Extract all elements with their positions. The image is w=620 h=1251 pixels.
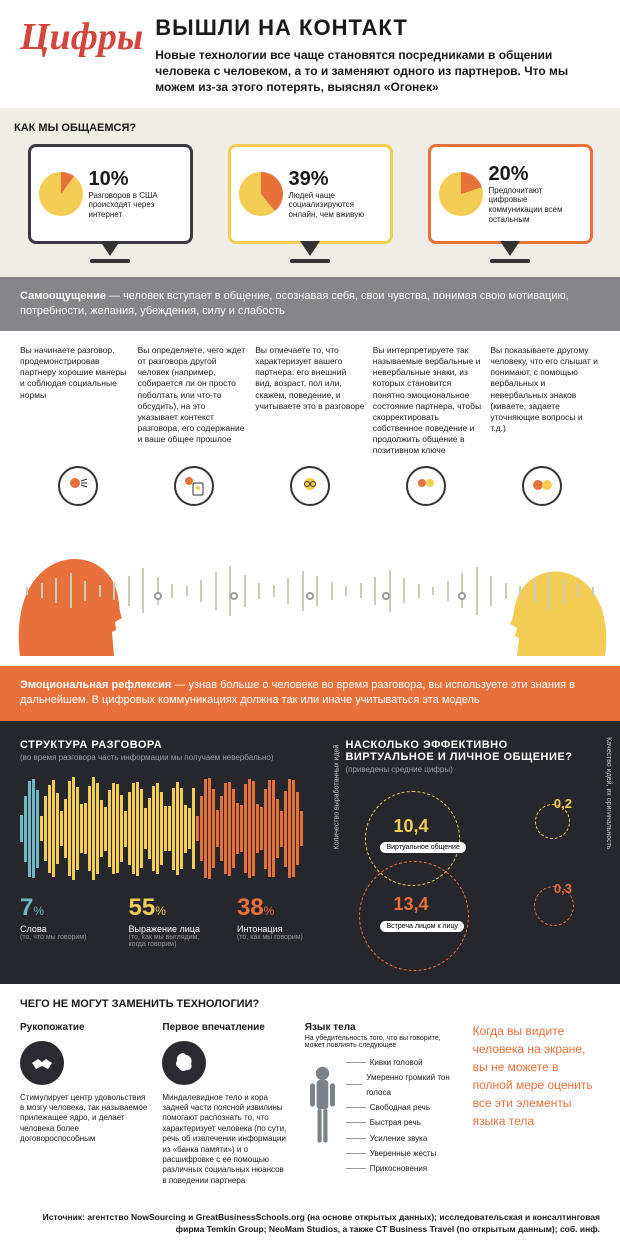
venn-num-1b: 0,2 [554,796,572,811]
body-item-0: Кивки головой [346,1055,458,1070]
section1-heading: КАК МЫ ОБЩАЕМСЯ? [14,122,606,134]
steps-row: Вы начинаете разговор, продемонстрировав… [20,331,600,455]
monitor-0: 10%Разговоров в США происходят через инт… [28,144,193,263]
venn-num-2b: 0,3 [554,881,572,896]
venn-ylabel-right: Качество идей, их оригинальность [605,737,612,849]
monitor-desc-0: Разговоров в США происходят через интерн… [89,191,182,220]
monitor-pct-0: 10% [89,168,182,191]
glasses-icon [290,466,330,506]
monitor-desc-2: Предпочитают цифровые коммуникации всем … [489,186,582,224]
effective-heading: НАСКОЛЬКО ЭФФЕКТИВНО ВИРТУАЛЬНОЕ И ЛИЧНО… [345,739,600,763]
step-2: Вы отмечаете то, что характеризует вашег… [255,345,365,455]
body-sub: На убедительность того, что вы говорите,… [305,1035,458,1049]
monitor-2: 20%Предпочитают цифровые коммуникации вс… [428,144,593,263]
monitor-pct-1: 39% [289,168,382,191]
venn-circle-2 [359,861,469,971]
brand-logo: Цифры [20,15,143,96]
handshake-title: Рукопожатие [20,1022,147,1033]
pie-chart-1 [239,172,283,216]
brain-icon [162,1041,206,1085]
venn-num-2: 13,4 [393,894,428,915]
lead-text: Новые технологии все чаще становятся пос… [155,47,600,96]
header: Цифры ВЫШЛИ НА КОНТАКТ Новые технологии … [20,15,600,96]
orangebar-reflection: Эмоциональная рефлексия — узнав больше о… [0,666,620,721]
monitor-desc-1: Людей чаще социализируются онлайн, чем в… [289,191,382,220]
stat-2: 38% Интонация(то, как мы говорим) [237,894,325,948]
body-title: Язык тела [305,1022,458,1033]
structure-sub: (во время разговора часть информации мы … [20,753,325,762]
impression-text: Миндалевидное тело и кора задней части п… [162,1093,289,1187]
monitor-pct-2: 20% [489,163,582,186]
section-cant-replace: ЧЕГО НЕ МОГУТ ЗАМЕНИТЬ ТЕХНОЛОГИИ? Рукоп… [20,984,600,1201]
venn-label-1: Виртуальное общение [380,842,465,853]
graybar-bold: Самоощущение [20,290,106,302]
graybar-self-awareness: Самоощущение — человек вступает в общени… [0,277,620,332]
body-item-1: Умеренно громкий тон голоса [346,1070,458,1100]
structure-heading: СТРУКТУРА РАЗГОВОРА [20,739,325,751]
body-item-4: Усиление звука [346,1131,458,1146]
pie-chart-0 [39,172,83,216]
body-figure-icon [305,1055,340,1175]
stat-0: 7% Слова(то, что мы говорим) [20,894,108,948]
venn-num-1: 10,4 [393,816,428,837]
pie-chart-2 [439,172,483,216]
venn-ylabel-left: Количество выработанных идей [334,744,341,849]
talking-heads [20,526,600,656]
two-people-icon [406,466,446,506]
dark-section: СТРУКТУРА РАЗГОВОРА (во время разговора … [0,721,620,984]
step-4: Вы показываете другому человеку, что его… [490,345,600,455]
orangebar-bold: Эмоциональная рефлексия [20,679,171,691]
phone-icon [174,466,214,506]
body-item-3: Быстрая речь [346,1115,458,1130]
handshake-text: Стимулирует центр удовольствия в мозгу ч… [20,1093,147,1145]
orange-callout: Когда вы видите человека на экране, вы н… [473,1022,600,1187]
wave-nodes [120,566,500,626]
source-text: Источник: агентство NowSourcing и GreatB… [20,1212,600,1236]
handshake-icon [20,1041,64,1085]
page-title: ВЫШЛИ НА КОНТАКТ [155,15,600,41]
venn-diagram: Количество выработанных идей Качество ид… [345,786,600,966]
listen-icon [522,466,562,506]
impression-title: Первое впечатление [162,1022,289,1033]
venn-label-2: Встреча лицом к лицу [380,921,464,932]
body-item-5: Уверенные жесты [346,1146,458,1161]
step-3: Вы интерпретируете так называемые вербал… [373,345,483,455]
step-0: Вы начинаете разговор, продемонстрировав… [20,345,130,455]
step-icons [20,456,600,516]
talk-icon [58,466,98,506]
stat-1: 55% Выражение лица(то, как мы выглядим, … [128,894,216,948]
body-item-2: Свободная речь [346,1100,458,1115]
step-1: Вы определяете, чего ждет от разговора д… [138,345,248,455]
body-item-6: Прикосновения [346,1161,458,1176]
section4-heading: ЧЕГО НЕ МОГУТ ЗАМЕНИТЬ ТЕХНОЛОГИИ? [20,998,600,1010]
section-how-we-communicate: КАК МЫ ОБЩАЕМСЯ? 10%Разговоров в США про… [0,108,620,277]
monitor-1: 39%Людей чаще социализируются онлайн, че… [228,144,393,263]
waveform [20,774,325,884]
effective-sub: (приведены средние цифры) [345,765,600,774]
